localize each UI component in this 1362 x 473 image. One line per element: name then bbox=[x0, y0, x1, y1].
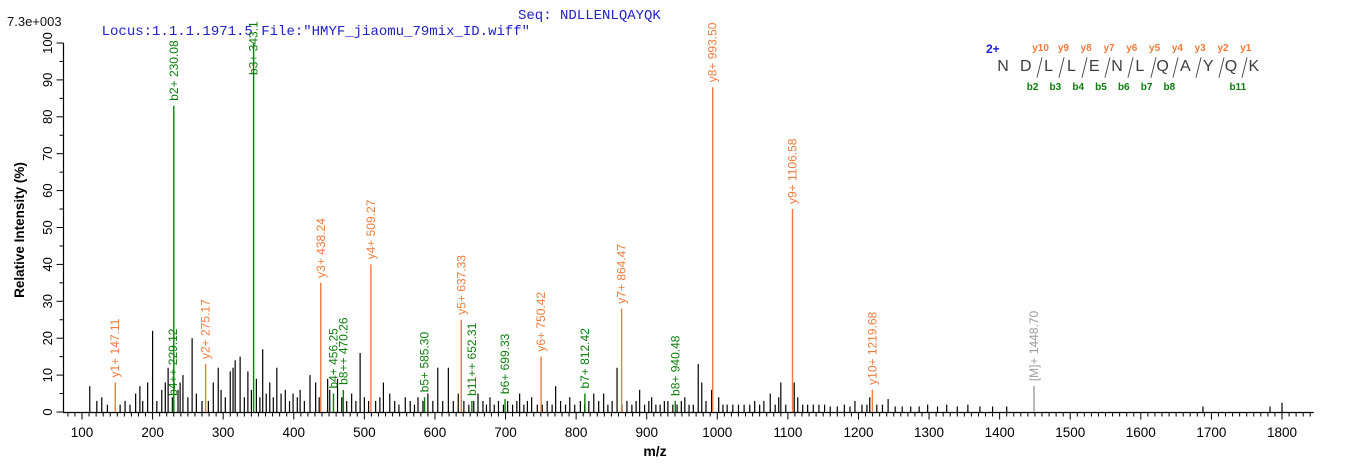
sequence-label: Seq: NDLLENLQAYQK bbox=[518, 8, 661, 24]
peak-label-y5+: y5+ 637.33 bbox=[454, 255, 468, 315]
b-ion-label-b11: b11 bbox=[1229, 82, 1247, 93]
x-tick-label: 300 bbox=[212, 425, 235, 440]
y-tick-label: 70 bbox=[40, 146, 55, 160]
peak-label-y9+: y9+ 1106.58 bbox=[786, 138, 800, 204]
x-tick-label: 900 bbox=[635, 425, 658, 440]
x-tick-label: 1700 bbox=[1196, 425, 1226, 440]
x-tick-label: 1000 bbox=[702, 425, 732, 440]
residue-6: N bbox=[1111, 58, 1123, 75]
y-ion-label-y4: y4 bbox=[1171, 43, 1183, 54]
x-tick-label: 1400 bbox=[985, 425, 1015, 440]
peak-label-y8+: y8+ 993.50 bbox=[706, 22, 720, 82]
residue-11: Q bbox=[1224, 58, 1238, 75]
peak-label-b4+: b4+ 456.25 bbox=[326, 328, 340, 389]
locus-file-label: Locus:1.1.1.1971.5 File:"HMYF_jiaomu_79m… bbox=[101, 24, 531, 40]
x-axis-title: m/z bbox=[643, 443, 666, 459]
peak-label-b5+: b5+ 585.30 bbox=[418, 332, 432, 393]
y-ion-label-y1: y1 bbox=[1240, 43, 1252, 54]
x-tick-label: 1500 bbox=[1055, 425, 1085, 440]
y-ion-label-y2: y2 bbox=[1217, 43, 1229, 54]
b-ion-label-b6: b6 bbox=[1117, 82, 1130, 93]
peak-label-y2+: y2+ 275.17 bbox=[199, 299, 213, 359]
peak-label-y10+: y10+ 1219.68 bbox=[865, 311, 879, 384]
b-ion-label-b7: b7 bbox=[1140, 82, 1153, 93]
precursor-charge-label: 2+ bbox=[986, 42, 1000, 56]
x-tick-label: 200 bbox=[141, 425, 164, 440]
x-tick-label: 1200 bbox=[843, 425, 873, 440]
x-tick-label: 800 bbox=[565, 425, 588, 440]
y-ion-label-y8: y8 bbox=[1080, 43, 1092, 54]
b-ion-label-b5: b5 bbox=[1095, 82, 1107, 93]
y-ion-label-y3: y3 bbox=[1194, 43, 1206, 54]
y-tick-label: 100 bbox=[40, 32, 55, 54]
y-tick-label: 90 bbox=[40, 73, 55, 87]
y-tick-label: 10 bbox=[40, 368, 55, 382]
residue-12: K bbox=[1248, 58, 1260, 75]
x-tick-label: 100 bbox=[71, 425, 94, 440]
y-tick-label: 80 bbox=[40, 110, 55, 124]
residue-7: L bbox=[1135, 58, 1145, 75]
peak-label-b8+: b8+ 940.48 bbox=[668, 335, 682, 396]
residue-8: Q bbox=[1156, 58, 1169, 75]
x-tick-label: 1300 bbox=[914, 425, 944, 440]
x-tick-label: 400 bbox=[282, 425, 305, 440]
peak-label-b2+: b2+ 230.08 bbox=[167, 40, 181, 101]
y-ion-label-y5: y5 bbox=[1149, 43, 1161, 54]
spectrum-header: Locus:1.1.1.1971.5 File:"HMYF_jiaomu_79m… bbox=[68, 8, 661, 72]
residue-3: L bbox=[1044, 58, 1054, 75]
y-tick-label: 30 bbox=[40, 294, 55, 308]
peak-label-b11++: b11++ 652.31 bbox=[465, 322, 479, 396]
peak-label-y4+: y4+ 509.27 bbox=[364, 199, 378, 259]
b-ion-label-b4: b4 bbox=[1072, 82, 1085, 93]
y-ion-label-y7: y7 bbox=[1103, 43, 1115, 54]
peak-label-y7+: y7+ 864.47 bbox=[615, 244, 629, 304]
residue-2: D bbox=[1020, 58, 1032, 75]
y-tick-label: 20 bbox=[40, 331, 55, 345]
y-tick-label: 40 bbox=[40, 257, 55, 271]
residue-10: Y bbox=[1202, 58, 1214, 75]
y-ion-label-y10: y10 bbox=[1032, 43, 1049, 54]
x-tick-label: 600 bbox=[424, 425, 447, 440]
x-tick-label: 1600 bbox=[1126, 425, 1156, 440]
peak-label-b8++: b8++ 470.26 bbox=[336, 317, 350, 385]
peak-label-b6+: b6+ 699.33 bbox=[498, 333, 512, 394]
b-ion-label-b2: b2 bbox=[1026, 82, 1039, 93]
peak-label-y1+: y1+ 147.11 bbox=[108, 318, 122, 377]
residue-1: N bbox=[997, 58, 1009, 75]
y-tick-label: 60 bbox=[40, 183, 55, 197]
y-tick-label: 50 bbox=[40, 220, 55, 234]
x-tick-label: 1800 bbox=[1267, 425, 1297, 440]
y-ion-label-y6: y6 bbox=[1126, 43, 1138, 54]
peak-label-[M]+: [M]+ 1448.70 bbox=[1027, 310, 1041, 381]
peak-label-y3+: y3+ 438.24 bbox=[314, 218, 328, 278]
x-tick-label: 700 bbox=[494, 425, 517, 440]
peak-label-b7+: b7+ 812.42 bbox=[578, 328, 592, 389]
x-tick-label: 500 bbox=[353, 425, 376, 440]
residue-5: E bbox=[1088, 58, 1100, 75]
y-tick-label: 0 bbox=[40, 408, 55, 415]
peak-label-y6+: y6+ 750.42 bbox=[534, 292, 548, 352]
y-axis-title: Relative Intensity (%) bbox=[12, 162, 27, 298]
peak-label-b3+: b3+ 343.1 bbox=[247, 21, 261, 75]
residue-4: L bbox=[1066, 58, 1076, 75]
y-ion-label-y9: y9 bbox=[1057, 43, 1069, 54]
residue-9: A bbox=[1180, 58, 1191, 75]
b-ion-label-b8: b8 bbox=[1163, 82, 1176, 93]
intensity-scale-label: 7.3e+003 bbox=[7, 14, 62, 29]
b-ion-label-b3: b3 bbox=[1049, 82, 1062, 93]
x-tick-label: 1100 bbox=[773, 425, 802, 440]
